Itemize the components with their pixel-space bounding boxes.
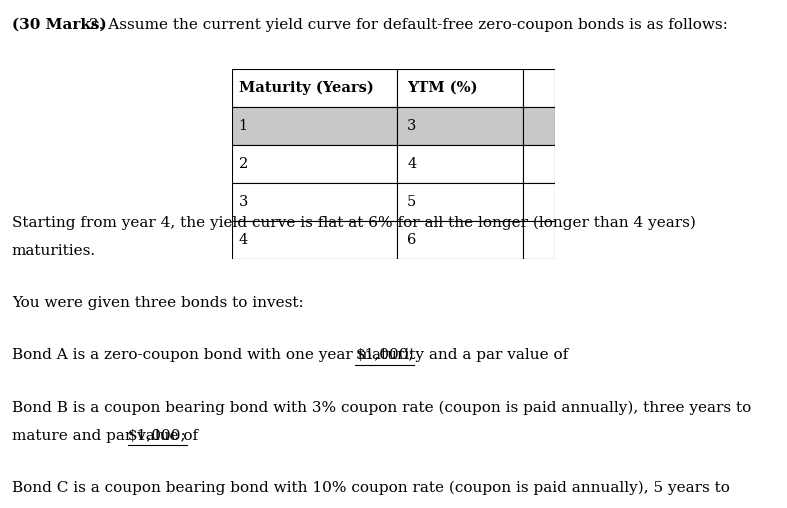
Bar [232, 221, 397, 259]
Bar [397, 107, 523, 145]
Text: $1,000;: $1,000; [356, 348, 414, 363]
Bar [232, 145, 397, 183]
Text: 4: 4 [238, 233, 248, 247]
Text: Bond B is a coupon bearing bond with 3% coupon rate (coupon is paid annually), t: Bond B is a coupon bearing bond with 3% … [12, 401, 751, 415]
Text: Bond C is a coupon bearing bond with 10% coupon rate (coupon is paid annually), : Bond C is a coupon bearing bond with 10%… [12, 481, 730, 495]
Bar [523, 183, 555, 221]
Text: 5: 5 [407, 195, 416, 209]
Text: maturities.: maturities. [12, 244, 96, 258]
Text: 3: 3 [407, 119, 416, 133]
Text: $1,000;: $1,000; [128, 429, 187, 443]
Bar [397, 221, 523, 259]
Text: Bond A is a zero-coupon bond with one year maturity and a par value of: Bond A is a zero-coupon bond with one ye… [12, 348, 573, 363]
Bar [523, 221, 555, 259]
Text: 6: 6 [407, 233, 416, 247]
Text: Maturity (Years): Maturity (Years) [238, 80, 373, 95]
Text: 4: 4 [407, 157, 416, 171]
Text: (30 Marks): (30 Marks) [12, 18, 106, 32]
Bar [397, 145, 523, 183]
Text: 2. Assume the current yield curve for default-free zero-coupon bonds is as follo: 2. Assume the current yield curve for de… [84, 18, 728, 32]
Bar [397, 69, 523, 107]
Text: mature and par value of: mature and par value of [12, 429, 203, 443]
Text: 1: 1 [238, 119, 248, 133]
Bar [523, 69, 555, 107]
Text: Starting from year 4, the yield curve is flat at 6% for all the longer (longer t: Starting from year 4, the yield curve is… [12, 216, 696, 230]
Bar [397, 183, 523, 221]
Text: YTM (%): YTM (%) [407, 81, 478, 94]
Bar [232, 69, 397, 107]
Text: 2: 2 [238, 157, 248, 171]
Bar [523, 107, 555, 145]
Bar [523, 145, 555, 183]
Text: 3: 3 [238, 195, 248, 209]
Bar [232, 183, 397, 221]
Bar [232, 107, 397, 145]
Text: You were given three bonds to invest:: You were given three bonds to invest: [12, 296, 304, 310]
